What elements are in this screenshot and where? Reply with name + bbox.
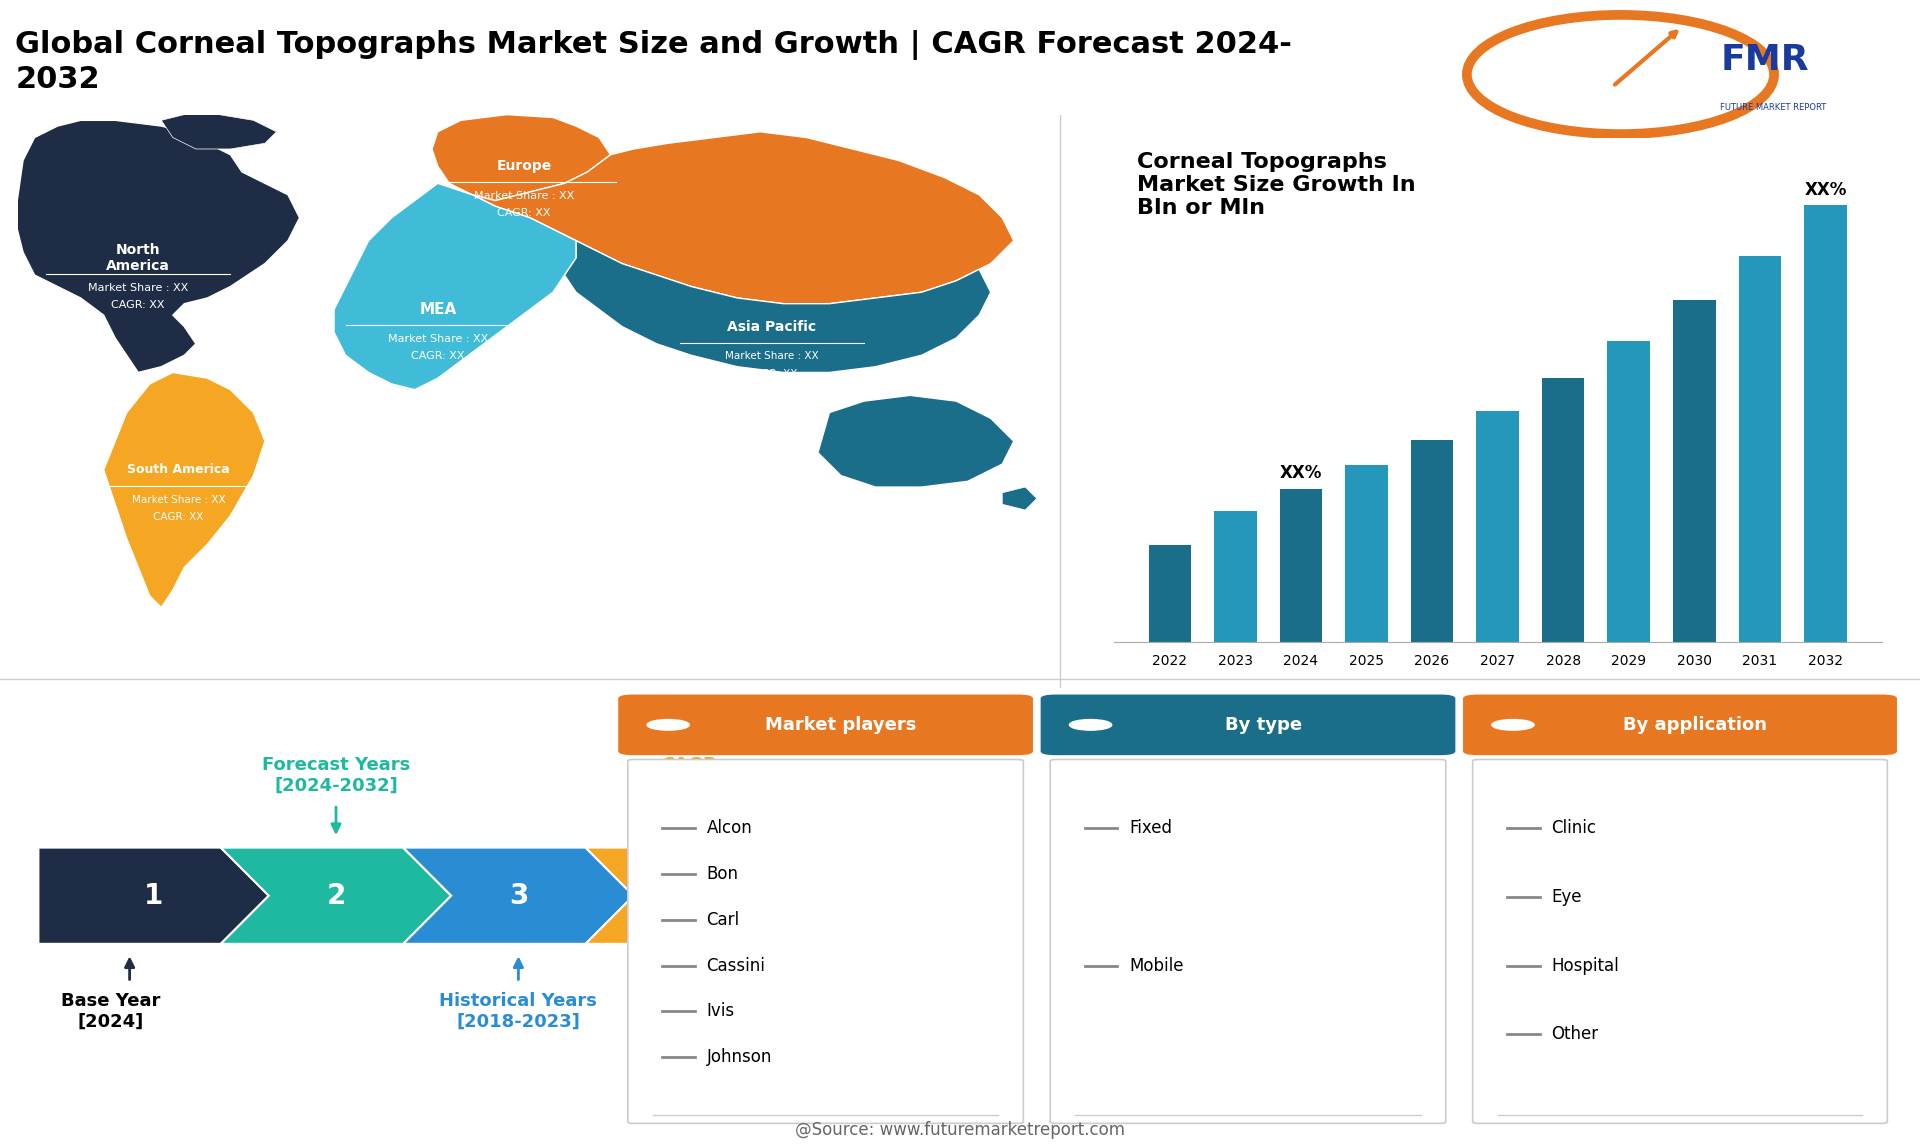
Text: CAGR: XX: CAGR: XX bbox=[747, 369, 797, 378]
Text: Hospital: Hospital bbox=[1551, 957, 1619, 974]
Polygon shape bbox=[586, 848, 768, 944]
Text: Alcon: Alcon bbox=[707, 819, 753, 838]
Text: Bon: Bon bbox=[707, 865, 739, 884]
Text: Carl: Carl bbox=[707, 911, 739, 928]
Polygon shape bbox=[221, 848, 451, 944]
Bar bbox=[1346, 465, 1388, 642]
Text: Global Corneal Topographs Market Size and Growth | CAGR Forecast 2024-
2032: Global Corneal Topographs Market Size an… bbox=[15, 30, 1292, 94]
Text: CAGR: XX: CAGR: XX bbox=[111, 300, 165, 309]
Polygon shape bbox=[17, 120, 300, 372]
Circle shape bbox=[1069, 720, 1112, 730]
Text: CAGR: XX: CAGR: XX bbox=[497, 209, 551, 218]
Text: Market Share : XX: Market Share : XX bbox=[388, 335, 488, 344]
Text: Fixed: Fixed bbox=[1129, 819, 1171, 838]
Text: 3: 3 bbox=[509, 881, 528, 910]
FancyBboxPatch shape bbox=[618, 694, 1033, 755]
Bar bbox=[1148, 544, 1190, 642]
Text: Historical Years
[2018-2023]: Historical Years [2018-2023] bbox=[440, 992, 597, 1030]
Bar bbox=[1213, 511, 1258, 642]
FancyBboxPatch shape bbox=[628, 760, 1023, 1123]
Text: CAGR: XX: CAGR: XX bbox=[154, 512, 204, 521]
Text: South America: South America bbox=[127, 463, 230, 477]
Text: Market Share : XX: Market Share : XX bbox=[474, 191, 574, 201]
Polygon shape bbox=[472, 132, 1014, 304]
Polygon shape bbox=[334, 183, 576, 390]
Text: Clinic: Clinic bbox=[1551, 819, 1596, 838]
Text: Europe: Europe bbox=[497, 159, 551, 173]
Text: 2: 2 bbox=[326, 881, 346, 910]
Text: Eye: Eye bbox=[1551, 888, 1582, 906]
Text: @Source: www.futuremarketreport.com: @Source: www.futuremarketreport.com bbox=[795, 1121, 1125, 1139]
Text: Mobile: Mobile bbox=[1129, 957, 1183, 974]
Bar bbox=[1607, 342, 1649, 642]
Polygon shape bbox=[38, 848, 269, 944]
Text: North
America: North America bbox=[106, 243, 171, 273]
Polygon shape bbox=[564, 241, 991, 372]
Text: By type: By type bbox=[1225, 716, 1302, 733]
Text: By application: By application bbox=[1622, 716, 1766, 733]
Text: XX%: XX% bbox=[1281, 464, 1323, 481]
FancyBboxPatch shape bbox=[1473, 760, 1887, 1123]
Text: FUTURE MARKET REPORT: FUTURE MARKET REPORT bbox=[1720, 103, 1826, 112]
FancyBboxPatch shape bbox=[1463, 694, 1897, 755]
Circle shape bbox=[1492, 720, 1534, 730]
Text: Ivis: Ivis bbox=[707, 1003, 735, 1020]
Text: CAGR
XX%%: CAGR XX%% bbox=[657, 756, 720, 794]
Bar bbox=[1279, 488, 1323, 642]
Text: MEA: MEA bbox=[419, 301, 457, 317]
Text: Other: Other bbox=[1551, 1025, 1599, 1043]
Text: Forecast Years
[2024-2032]: Forecast Years [2024-2032] bbox=[261, 756, 411, 794]
FancyBboxPatch shape bbox=[1050, 760, 1446, 1123]
Text: CAGR: XX: CAGR: XX bbox=[411, 352, 465, 361]
Text: Corneal Topographs
Market Size Growth In
Bln or Mln: Corneal Topographs Market Size Growth In… bbox=[1137, 152, 1415, 219]
Polygon shape bbox=[161, 115, 276, 149]
Polygon shape bbox=[432, 115, 611, 201]
Polygon shape bbox=[403, 848, 634, 944]
Text: Market Share : XX: Market Share : XX bbox=[726, 352, 818, 361]
Polygon shape bbox=[818, 395, 1014, 487]
Text: XX%: XX% bbox=[1805, 181, 1847, 198]
Text: Base Year
[2024]: Base Year [2024] bbox=[61, 992, 159, 1030]
Text: Market Share : XX: Market Share : XX bbox=[88, 283, 188, 292]
Bar bbox=[1672, 300, 1716, 642]
Bar bbox=[1476, 411, 1519, 642]
Text: 1: 1 bbox=[144, 881, 163, 910]
Bar bbox=[1542, 378, 1584, 642]
Polygon shape bbox=[1002, 487, 1037, 510]
Text: Market players: Market players bbox=[766, 716, 916, 733]
Text: 4: 4 bbox=[691, 881, 710, 910]
FancyBboxPatch shape bbox=[1041, 694, 1455, 755]
Text: Cassini: Cassini bbox=[707, 957, 766, 974]
Circle shape bbox=[647, 720, 689, 730]
Text: Johnson: Johnson bbox=[707, 1047, 772, 1066]
Bar bbox=[1805, 205, 1847, 642]
Bar bbox=[1738, 256, 1782, 642]
Text: Market Share : XX: Market Share : XX bbox=[132, 495, 225, 504]
Text: FMR: FMR bbox=[1720, 42, 1809, 77]
Text: Asia Pacific: Asia Pacific bbox=[728, 320, 816, 333]
Bar bbox=[1411, 440, 1453, 642]
Polygon shape bbox=[104, 372, 265, 607]
